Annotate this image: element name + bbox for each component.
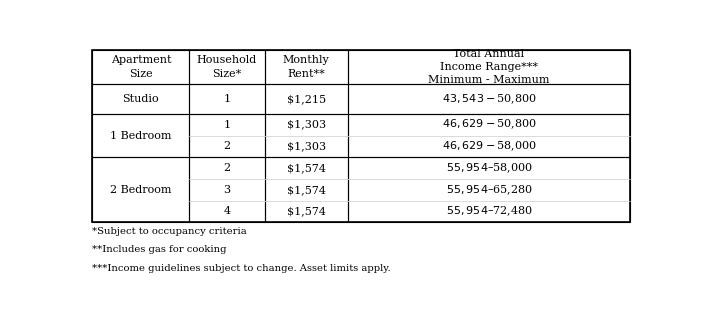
Text: $1,574: $1,574 xyxy=(287,206,326,216)
Bar xyxy=(189,114,264,157)
Bar xyxy=(92,50,630,222)
Text: Household
Size*: Household Size* xyxy=(197,56,257,79)
Text: Total Annual
Income Range***
Minimum - Maximum: Total Annual Income Range*** Minimum - M… xyxy=(428,49,550,85)
Bar xyxy=(189,157,264,222)
Bar xyxy=(348,157,630,222)
Text: 1 Bedroom: 1 Bedroom xyxy=(110,131,171,141)
Text: Apartment
Size: Apartment Size xyxy=(111,56,171,79)
Text: Studio: Studio xyxy=(123,94,159,104)
Bar xyxy=(348,50,630,84)
Text: 2: 2 xyxy=(223,142,231,152)
Text: Monthly
Rent**: Monthly Rent** xyxy=(283,56,329,79)
Bar xyxy=(92,157,189,222)
Text: $46,629 - $50,800: $46,629 - $50,800 xyxy=(441,118,537,131)
Bar xyxy=(92,84,189,114)
Text: **Includes gas for cooking: **Includes gas for cooking xyxy=(92,245,227,254)
Text: $55,954 – $72,480: $55,954 – $72,480 xyxy=(446,205,532,218)
Bar xyxy=(264,157,348,222)
Text: $43,543 - $50,800: $43,543 - $50,800 xyxy=(441,92,537,106)
Text: 1: 1 xyxy=(223,94,231,104)
Text: 3: 3 xyxy=(223,185,231,195)
Text: $1,303: $1,303 xyxy=(287,142,326,152)
Text: $46,629 - $58,000: $46,629 - $58,000 xyxy=(441,140,537,153)
Text: ***Income guidelines subject to change. Asset limits apply.: ***Income guidelines subject to change. … xyxy=(92,264,391,273)
Bar xyxy=(189,84,264,114)
Text: $55,954 – $65,280: $55,954 – $65,280 xyxy=(446,183,532,196)
Text: $1,215: $1,215 xyxy=(287,94,326,104)
Text: $1,303: $1,303 xyxy=(287,120,326,130)
Bar xyxy=(92,114,189,157)
Bar xyxy=(348,114,630,157)
Text: 4: 4 xyxy=(223,206,231,216)
Bar xyxy=(348,84,630,114)
Bar xyxy=(189,50,264,84)
Bar xyxy=(264,50,348,84)
Bar xyxy=(264,114,348,157)
Text: 2 Bedroom: 2 Bedroom xyxy=(110,185,171,195)
Text: 1: 1 xyxy=(223,120,231,130)
Bar xyxy=(264,84,348,114)
Text: *Subject to occupancy criteria: *Subject to occupancy criteria xyxy=(92,227,247,236)
Text: $1,574: $1,574 xyxy=(287,185,326,195)
Bar xyxy=(92,50,189,84)
Text: $1,574: $1,574 xyxy=(287,163,326,173)
Text: $55,954 – $58,000: $55,954 – $58,000 xyxy=(446,161,532,175)
Text: 2: 2 xyxy=(223,163,231,173)
